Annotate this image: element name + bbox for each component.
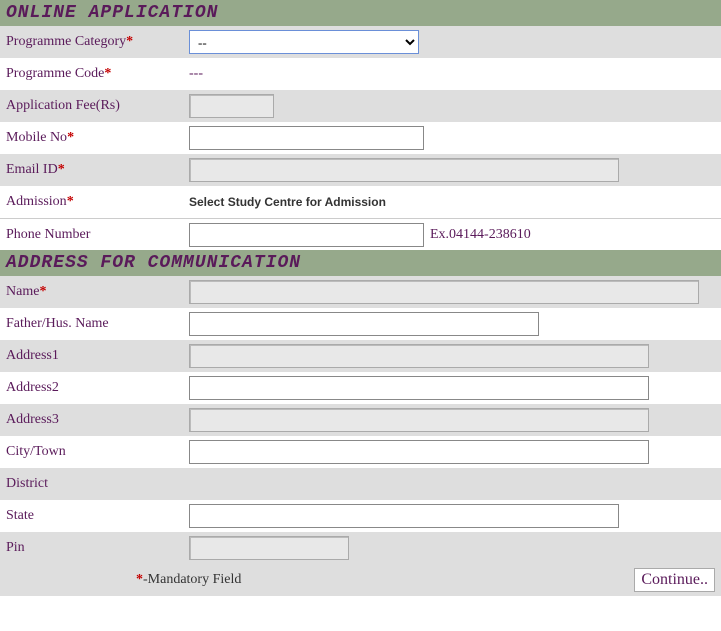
address2-input[interactable] (189, 376, 649, 400)
address3-input (189, 408, 649, 432)
row-district: District (0, 468, 721, 500)
required-mark: * (67, 130, 74, 145)
label-pin: Pin (4, 540, 189, 556)
required-mark: * (104, 66, 111, 81)
application-fee-input (189, 94, 274, 118)
programme-code-value: --- (189, 66, 203, 82)
section-header-online-application: ONLINE APPLICATION (0, 0, 721, 26)
row-city: City/Town (0, 436, 721, 468)
email-id-input (189, 158, 619, 182)
programme-category-select[interactable]: -- (189, 30, 419, 54)
row-name: Name* (0, 276, 721, 308)
required-mark: * (126, 34, 133, 49)
label-application-fee: Application Fee(Rs) (4, 98, 189, 114)
required-mark: * (39, 284, 46, 299)
required-mark: * (67, 194, 74, 209)
label-address1: Address1 (4, 348, 189, 364)
phone-number-input[interactable] (189, 223, 424, 247)
row-application-fee: Application Fee(Rs) (0, 90, 721, 122)
mandatory-note: *-Mandatory Field (6, 572, 634, 588)
label-admission: Admission* (4, 194, 189, 210)
label-programme-code: Programme Code* (4, 66, 189, 82)
row-pin: Pin (0, 532, 721, 564)
row-address3: Address3 (0, 404, 721, 436)
pin-input (189, 536, 349, 560)
label-programme-category: Programme Category* (4, 34, 189, 50)
phone-hint: Ex.04144-238610 (430, 227, 531, 243)
row-address1: Address1 (0, 340, 721, 372)
section-header-address: ADDRESS FOR COMMUNICATION (0, 250, 721, 276)
row-email-id: Email ID* (0, 154, 721, 186)
label-mobile-no: Mobile No* (4, 130, 189, 146)
label-father-name: Father/Hus. Name (4, 316, 189, 332)
row-father-name: Father/Hus. Name (0, 308, 721, 340)
row-phone-number: Phone Number Ex.04144-238610 (0, 218, 721, 250)
row-programme-code: Programme Code* --- (0, 58, 721, 90)
label-district: District (4, 476, 189, 492)
required-mark: * (58, 162, 65, 177)
label-state: State (4, 508, 189, 524)
label-name: Name* (4, 284, 189, 300)
label-address3: Address3 (4, 412, 189, 428)
continue-button[interactable]: Continue.. (634, 568, 715, 592)
father-name-input[interactable] (189, 312, 539, 336)
state-input[interactable] (189, 504, 619, 528)
row-programme-category: Programme Category* -- (0, 26, 721, 58)
city-input[interactable] (189, 440, 649, 464)
footer: *-Mandatory Field Continue.. (0, 564, 721, 596)
row-state: State (0, 500, 721, 532)
label-city: City/Town (4, 444, 189, 460)
row-address2: Address2 (0, 372, 721, 404)
label-email-id: Email ID* (4, 162, 189, 178)
address1-input (189, 344, 649, 368)
label-address2: Address2 (4, 380, 189, 396)
label-phone-number: Phone Number (4, 227, 189, 243)
row-mobile-no: Mobile No* (0, 122, 721, 154)
row-admission: Admission* Select Study Centre for Admis… (0, 186, 721, 218)
name-input (189, 280, 699, 304)
admission-text: Select Study Centre for Admission (189, 195, 386, 209)
mobile-no-input[interactable] (189, 126, 424, 150)
